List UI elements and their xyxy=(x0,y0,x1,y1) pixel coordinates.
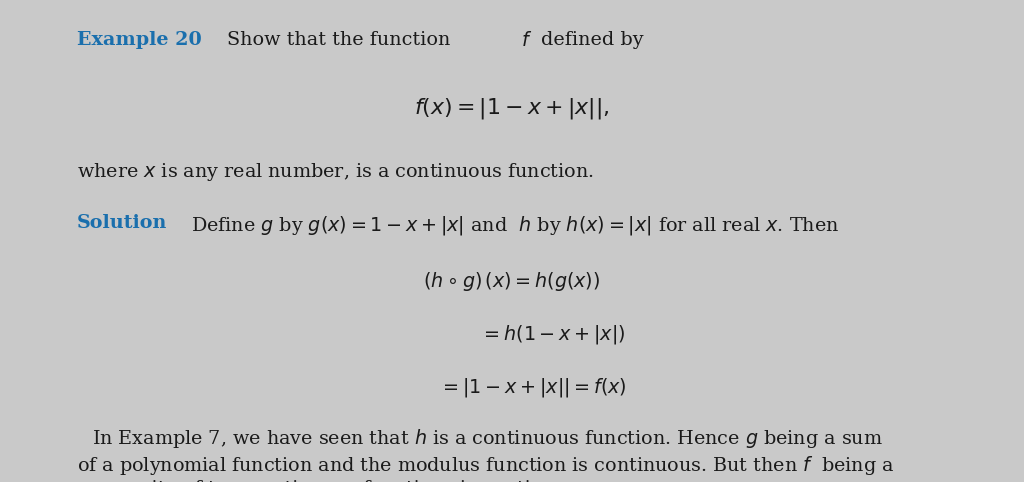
Text: composite of two continuous functions is continuous.: composite of two continuous functions is… xyxy=(77,480,595,482)
Text: $= h(1 - x + |x|)$: $= h(1 - x + |x|)$ xyxy=(480,323,626,346)
Text: Solution: Solution xyxy=(77,214,167,232)
Text: $(h \circ g)\,(x) = h(g(x))$: $(h \circ g)\,(x) = h(g(x))$ xyxy=(423,270,601,293)
Text: defined by: defined by xyxy=(541,31,643,49)
Text: of a polynomial function and the modulus function is continuous. But then $f$  b: of a polynomial function and the modulus… xyxy=(77,454,894,477)
Text: Example 20: Example 20 xyxy=(77,31,202,49)
Text: Show that the function: Show that the function xyxy=(227,31,457,49)
Text: In Example 7, we have seen that $h$ is a continuous function. Hence $g$ being a : In Example 7, we have seen that $h$ is a… xyxy=(92,427,883,450)
Text: $f$: $f$ xyxy=(521,31,532,50)
Text: $= |1 - x + |x|| = f(x)$: $= |1 - x + |x|| = f(x)$ xyxy=(438,376,627,399)
Text: $f(x) = |1 - x + |x||,$: $f(x) = |1 - x + |x||,$ xyxy=(415,96,609,121)
Text: Define $g$ by $g(x) = 1 - x + |x|$ and  $h$ by $h(x) = |x|$ for all real $x$. Th: Define $g$ by $g(x) = 1 - x + |x|$ and $… xyxy=(191,214,840,238)
Text: where $x$ is any real number, is a continuous function.: where $x$ is any real number, is a conti… xyxy=(77,161,594,184)
